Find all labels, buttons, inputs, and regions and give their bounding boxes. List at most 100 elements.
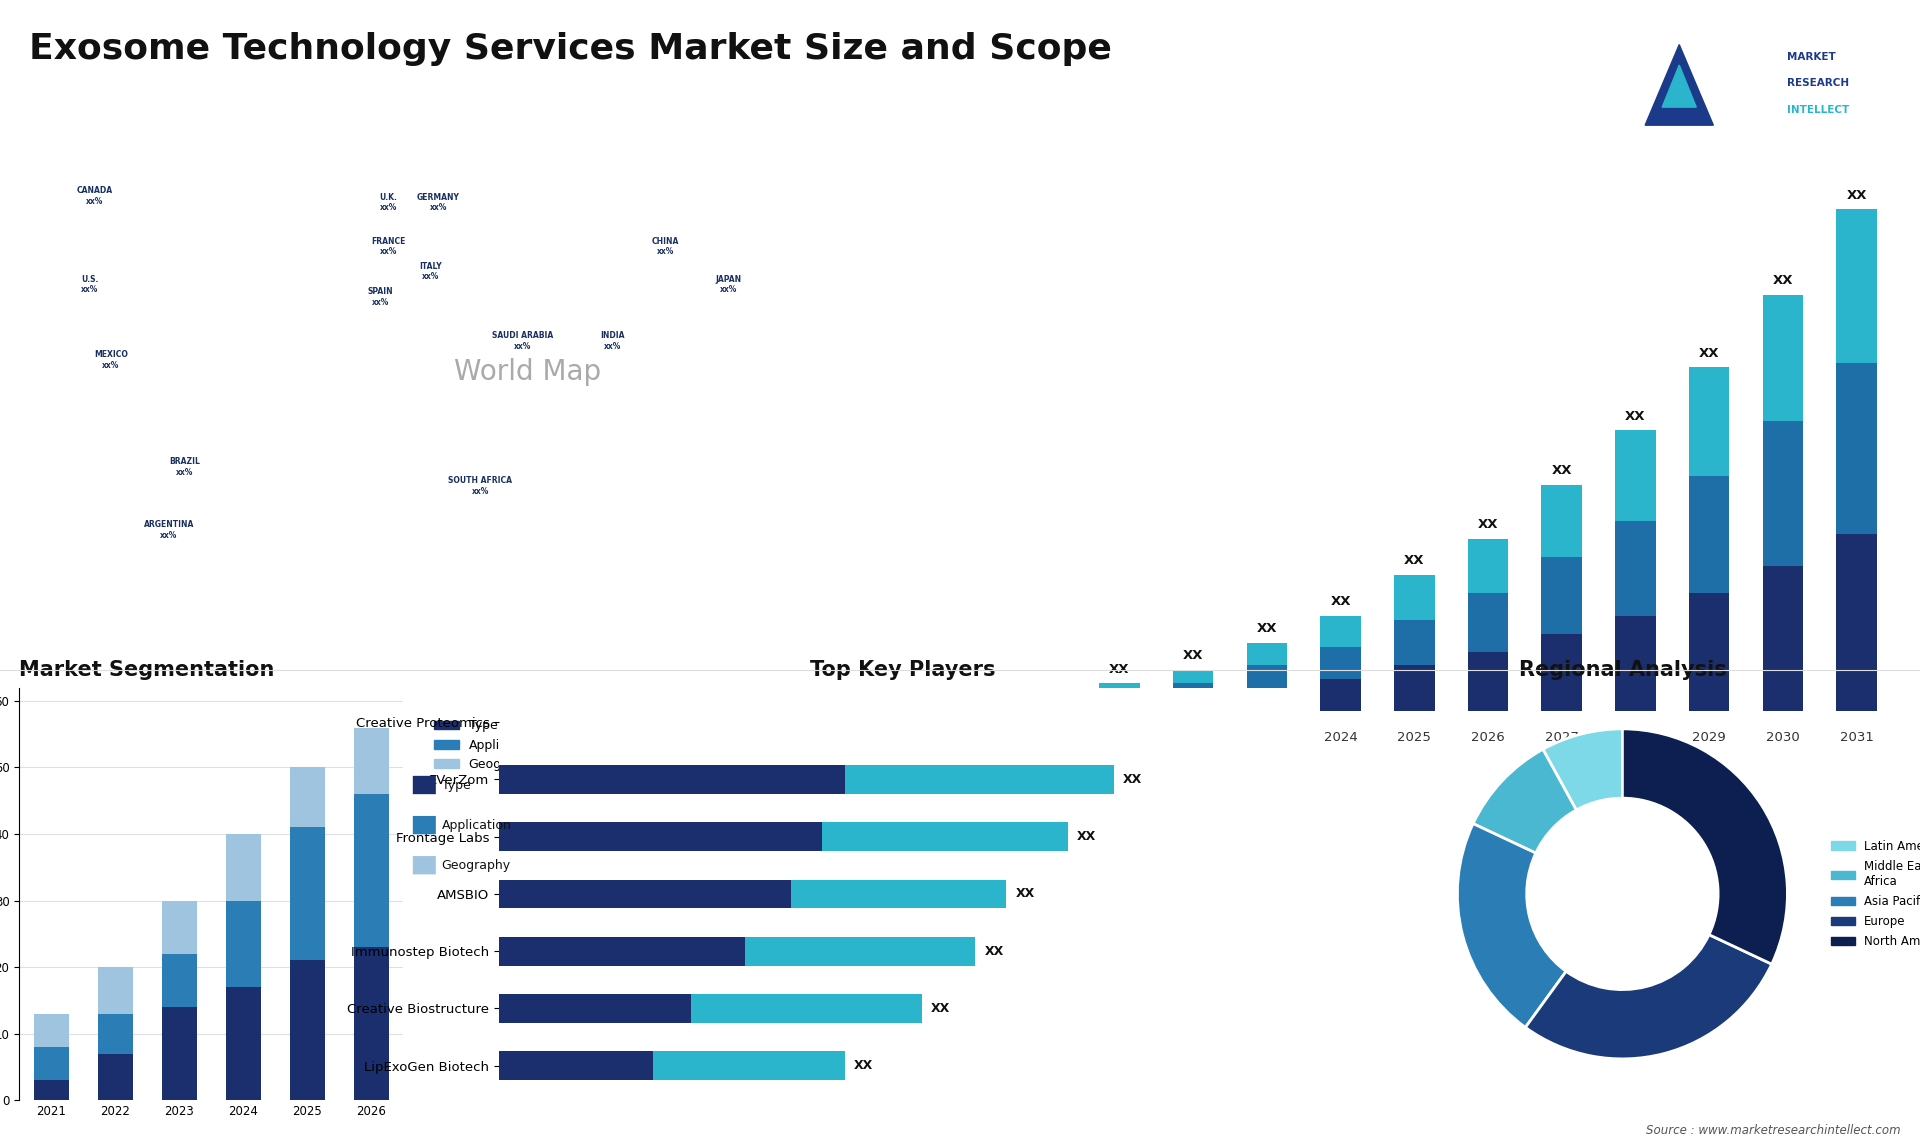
Bar bbox=[499, 880, 791, 908]
Bar bbox=[161, 953, 198, 1007]
Bar bbox=[35, 1081, 69, 1100]
Bar bbox=[1173, 683, 1213, 697]
Bar bbox=[227, 987, 261, 1100]
Wedge shape bbox=[1622, 729, 1788, 964]
Text: Source : www.marketresearchintellect.com: Source : www.marketresearchintellect.com bbox=[1645, 1124, 1901, 1137]
Bar bbox=[499, 766, 845, 793]
Bar bbox=[1542, 557, 1582, 634]
Bar bbox=[227, 834, 261, 901]
Text: Geography: Geography bbox=[442, 858, 511, 872]
Bar bbox=[290, 768, 324, 827]
Text: 2028: 2028 bbox=[1619, 731, 1653, 744]
Bar bbox=[1098, 701, 1140, 711]
Bar bbox=[1763, 295, 1803, 422]
Bar bbox=[1615, 520, 1655, 615]
Text: XX: XX bbox=[1847, 189, 1866, 202]
Text: MEXICO
xx%: MEXICO xx% bbox=[94, 351, 129, 369]
Bar bbox=[1467, 652, 1509, 711]
Bar bbox=[499, 1052, 653, 1080]
Bar bbox=[1173, 697, 1213, 711]
Text: XX: XX bbox=[1016, 887, 1035, 901]
Bar bbox=[1615, 615, 1655, 711]
Text: U.K.
xx%: U.K. xx% bbox=[380, 193, 397, 212]
Text: Application: Application bbox=[442, 818, 511, 832]
Text: XX: XX bbox=[1624, 410, 1645, 423]
Text: 2023: 2023 bbox=[1250, 731, 1284, 744]
Bar bbox=[161, 901, 198, 953]
Bar bbox=[745, 937, 975, 965]
Bar bbox=[98, 967, 132, 1014]
Legend: Type, Application, Geography: Type, Application, Geography bbox=[428, 714, 543, 776]
Text: BRAZIL
xx%: BRAZIL xx% bbox=[169, 457, 200, 477]
Bar bbox=[1763, 422, 1803, 566]
Text: XX: XX bbox=[1183, 650, 1204, 662]
Text: XX: XX bbox=[1123, 772, 1142, 786]
Bar bbox=[290, 960, 324, 1100]
Text: 2024: 2024 bbox=[1323, 731, 1357, 744]
Bar bbox=[691, 995, 922, 1023]
Bar bbox=[653, 1052, 845, 1080]
Text: INTELLECT: INTELLECT bbox=[1788, 104, 1849, 115]
Text: XX: XX bbox=[854, 1059, 874, 1073]
Text: XX: XX bbox=[1478, 518, 1498, 532]
Bar bbox=[1394, 620, 1434, 666]
Bar bbox=[1173, 670, 1213, 683]
Bar bbox=[1542, 485, 1582, 557]
Bar bbox=[1467, 539, 1509, 594]
Bar bbox=[1615, 431, 1655, 520]
Text: RESEARCH: RESEARCH bbox=[1788, 78, 1849, 88]
Wedge shape bbox=[1544, 729, 1622, 810]
Bar bbox=[845, 766, 1114, 793]
Text: 2025: 2025 bbox=[1398, 731, 1430, 744]
Bar bbox=[353, 947, 388, 1100]
Text: 2027: 2027 bbox=[1546, 731, 1578, 744]
Bar bbox=[1321, 615, 1361, 647]
Text: MARKET: MARKET bbox=[1788, 52, 1836, 62]
Bar bbox=[791, 880, 1006, 908]
Bar bbox=[499, 995, 691, 1023]
Text: SOUTH AFRICA
xx%: SOUTH AFRICA xx% bbox=[449, 477, 513, 495]
Text: GERMANY
xx%: GERMANY xx% bbox=[417, 193, 459, 212]
Polygon shape bbox=[1645, 45, 1713, 125]
Text: Exosome Technology Services Market Size and Scope: Exosome Technology Services Market Size … bbox=[29, 32, 1112, 66]
Text: ARGENTINA
xx%: ARGENTINA xx% bbox=[144, 520, 194, 540]
Bar bbox=[35, 1014, 69, 1047]
Bar bbox=[1098, 683, 1140, 692]
Bar bbox=[499, 937, 745, 965]
Text: XX: XX bbox=[1699, 347, 1720, 360]
Title: Regional Analysis: Regional Analysis bbox=[1519, 660, 1726, 681]
Bar bbox=[1690, 594, 1730, 711]
Bar bbox=[353, 728, 388, 794]
Text: 2031: 2031 bbox=[1839, 731, 1874, 744]
Text: ITALY
xx%: ITALY xx% bbox=[420, 262, 442, 281]
Text: World Map: World Map bbox=[455, 359, 601, 386]
Bar bbox=[1394, 666, 1434, 711]
Text: U.S.
xx%: U.S. xx% bbox=[81, 275, 98, 293]
Text: 2026: 2026 bbox=[1471, 731, 1505, 744]
Text: SAUDI ARABIA
xx%: SAUDI ARABIA xx% bbox=[492, 331, 553, 351]
Bar bbox=[499, 823, 822, 850]
Bar bbox=[98, 1053, 132, 1100]
Bar bbox=[1098, 692, 1140, 701]
Polygon shape bbox=[1663, 65, 1695, 108]
Bar bbox=[1836, 534, 1878, 711]
Bar bbox=[1836, 363, 1878, 534]
Text: CANADA
xx%: CANADA xx% bbox=[77, 187, 113, 205]
Bar bbox=[1763, 566, 1803, 711]
Bar bbox=[1394, 575, 1434, 620]
Wedge shape bbox=[1524, 935, 1772, 1059]
Text: 2030: 2030 bbox=[1766, 731, 1799, 744]
Text: Type: Type bbox=[442, 778, 470, 792]
Text: 2022: 2022 bbox=[1177, 731, 1210, 744]
Bar bbox=[1690, 476, 1730, 594]
Text: INDIA
xx%: INDIA xx% bbox=[601, 331, 624, 351]
Bar bbox=[353, 794, 388, 947]
Bar bbox=[1690, 367, 1730, 476]
Bar bbox=[290, 827, 324, 960]
Bar bbox=[98, 1014, 132, 1053]
Bar bbox=[227, 901, 261, 987]
Text: XX: XX bbox=[931, 1002, 950, 1015]
Text: XX: XX bbox=[1331, 595, 1352, 609]
Wedge shape bbox=[1457, 824, 1567, 1027]
Bar bbox=[1321, 678, 1361, 711]
